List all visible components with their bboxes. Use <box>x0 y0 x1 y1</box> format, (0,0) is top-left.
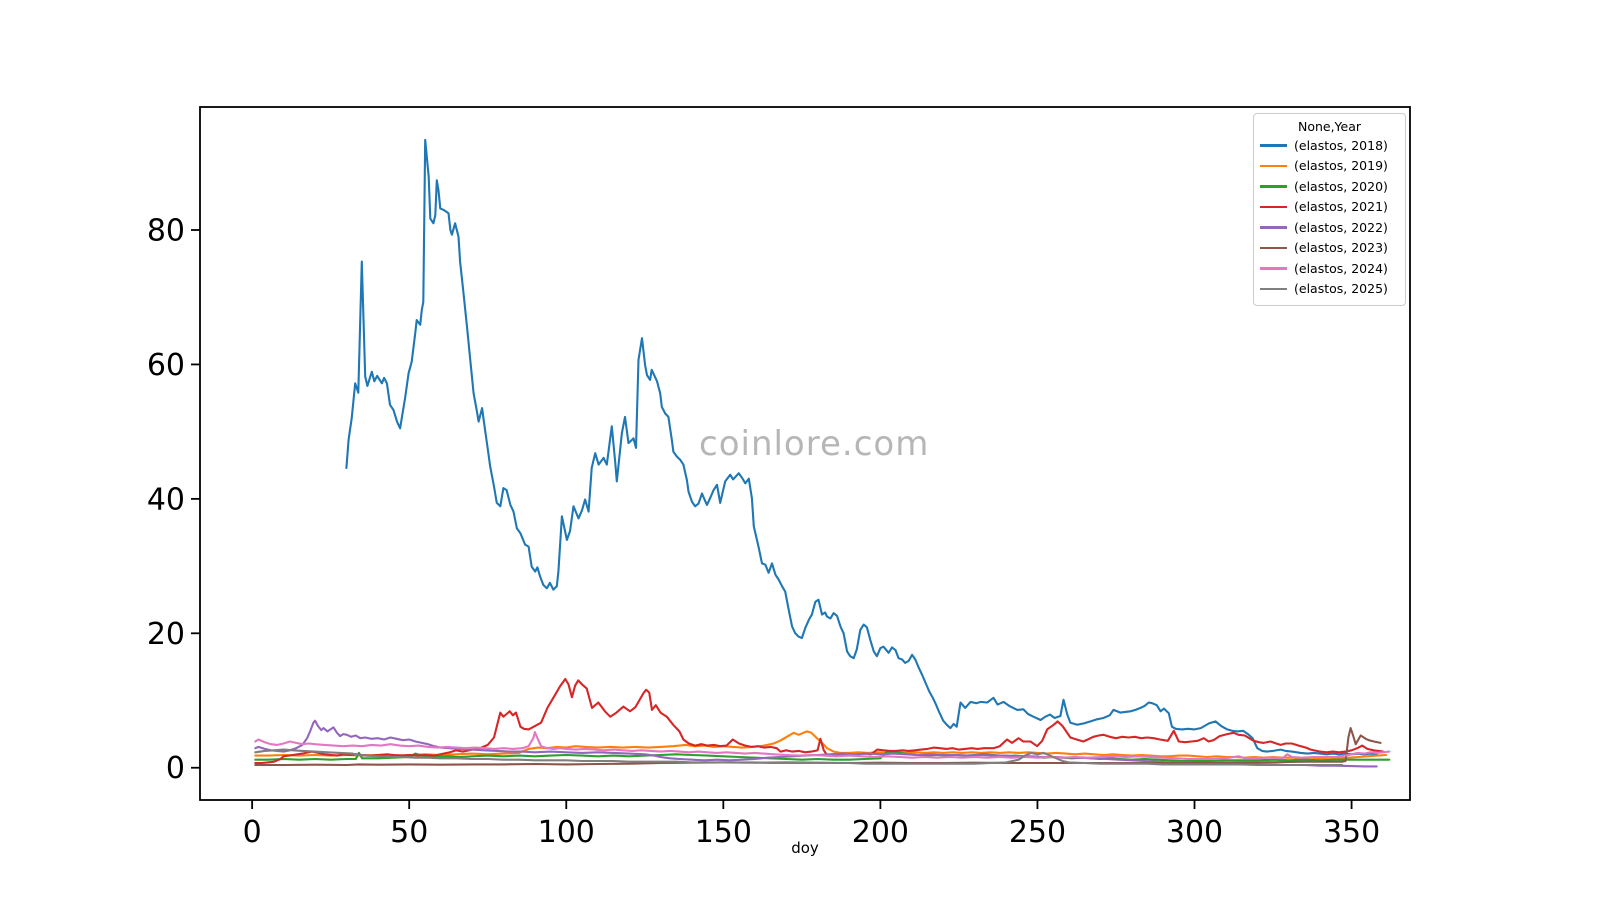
legend-line-sample-2020 <box>1260 185 1287 188</box>
x-tick-label: 50 <box>390 815 428 850</box>
legend-label-2025: (elastos, 2025) <box>1294 281 1388 297</box>
chart-legend: None,Year (elastos, 2018) (elastos, 2019)… <box>1253 113 1406 306</box>
legend-entry-2020: (elastos, 2020) <box>1260 176 1399 197</box>
y-tick-label: 40 <box>147 482 185 517</box>
legend-label-2018: (elastos, 2018) <box>1294 137 1388 153</box>
x-tick-label: 100 <box>538 815 595 850</box>
legend-line-sample-2021 <box>1260 205 1287 208</box>
legend-line-sample-2022 <box>1260 226 1287 229</box>
legend-entry-2022: (elastos, 2022) <box>1260 217 1399 238</box>
legend-label-2022: (elastos, 2022) <box>1294 219 1388 235</box>
legend-line-sample-2019 <box>1260 164 1287 167</box>
x-axis-label: doy <box>791 839 819 857</box>
legend-entry-2018: (elastos, 2018) <box>1260 135 1399 156</box>
legend-line-sample-2018 <box>1260 144 1287 147</box>
legend-title: None,Year <box>1297 119 1362 134</box>
legend-entry-2019: (elastos, 2019) <box>1260 156 1399 177</box>
legend-entry-2021: (elastos, 2021) <box>1260 197 1399 218</box>
y-tick-label: 80 <box>147 214 185 249</box>
legend-label-2020: (elastos, 2020) <box>1294 178 1388 194</box>
legend-label-2024: (elastos, 2024) <box>1294 260 1388 276</box>
x-tick-label: 150 <box>695 815 752 850</box>
series-line-2022 <box>254 719 1378 768</box>
legend-line-sample-2025 <box>1260 287 1287 290</box>
x-tick-label: 200 <box>852 815 909 850</box>
y-tick-label: 60 <box>147 348 185 383</box>
legend-entry-2024: (elastos, 2024) <box>1260 258 1399 279</box>
x-tick-label: 350 <box>1323 815 1380 850</box>
legend-entry-2025: (elastos, 2025) <box>1260 279 1399 300</box>
series-line-2024 <box>254 731 1391 761</box>
x-tick-label: 0 <box>243 815 262 850</box>
legend-entries: (elastos, 2018) (elastos, 2019) (elastos, … <box>1260 135 1399 299</box>
plot-area <box>199 106 1411 801</box>
watermark: coinlore.com <box>699 424 930 464</box>
legend-label-2023: (elastos, 2023) <box>1294 240 1388 256</box>
y-tick-label: 0 <box>166 751 185 786</box>
legend-label-2021: (elastos, 2021) <box>1294 199 1388 215</box>
series-line-2018 <box>345 138 1378 756</box>
legend-label-2019: (elastos, 2019) <box>1294 158 1388 174</box>
x-tick-label: 250 <box>1009 815 1066 850</box>
series-line-2019 <box>254 730 1388 760</box>
x-tick-label: 300 <box>1166 815 1223 850</box>
y-tick-label: 20 <box>147 617 185 652</box>
legend-line-sample-2023 <box>1260 246 1287 249</box>
legend-line-sample-2024 <box>1260 267 1287 270</box>
legend-entry-2023: (elastos, 2023) <box>1260 238 1399 259</box>
series-line-2025 <box>254 748 1344 767</box>
